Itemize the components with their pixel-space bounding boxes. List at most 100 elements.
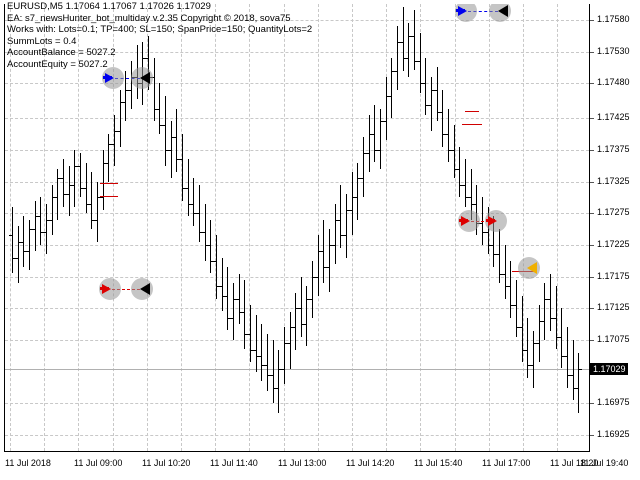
ohlc-open-tick bbox=[253, 349, 256, 351]
ohlc-bar bbox=[239, 273, 240, 325]
ohlc-open-tick bbox=[162, 124, 165, 126]
ohlc-bar bbox=[414, 10, 415, 71]
ohlc-close-tick bbox=[551, 317, 554, 319]
ohlc-bar bbox=[74, 149, 75, 207]
ohlc-open-tick bbox=[422, 83, 425, 85]
ohlc-bar bbox=[573, 340, 574, 401]
ohlc-open-tick bbox=[337, 219, 340, 221]
vertical-gridline bbox=[455, 4, 456, 451]
ohlc-bar bbox=[442, 89, 443, 147]
arrow-left-icon bbox=[140, 283, 150, 295]
ohlc-open-tick bbox=[66, 194, 69, 196]
price-scale[interactable]: 1.17580 1.17530 1.17480 1.17425 1.17375 1.173… bbox=[590, 0, 640, 480]
ohlc-open-tick bbox=[451, 149, 454, 151]
ohlc-open-tick bbox=[445, 134, 448, 135]
price-tick bbox=[590, 435, 594, 437]
ohlc-close-tick bbox=[268, 374, 271, 376]
axis-bottom-border bbox=[4, 451, 590, 452]
time-tick-label: 11 Jul 11:40 bbox=[210, 458, 258, 468]
ohlc-bar bbox=[182, 134, 183, 201]
ohlc-open-tick bbox=[88, 203, 91, 205]
horizontal-gridline bbox=[5, 403, 589, 405]
ohlc-open-tick bbox=[371, 134, 374, 135]
ohlc-bar bbox=[488, 206, 489, 255]
ohlc-close-tick bbox=[483, 232, 486, 234]
ohlc-open-tick bbox=[456, 168, 459, 170]
ohlc-close-tick bbox=[228, 317, 231, 319]
chart-plot-area[interactable] bbox=[5, 4, 589, 451]
vertical-gridline bbox=[181, 4, 182, 451]
ohlc-bar bbox=[63, 159, 64, 207]
chart-info-header: EURUSD,M5 1.17064 1.17067 1.17026 1.1702… bbox=[7, 1, 312, 71]
ohlc-close-tick bbox=[81, 187, 84, 189]
ohlc-close-tick bbox=[341, 235, 344, 237]
ohlc-close-tick bbox=[443, 134, 446, 135]
ohlc-bar bbox=[120, 89, 121, 147]
ohlc-bar bbox=[476, 184, 477, 236]
time-scale[interactable]: 11 Jul 2018 11 Jul 09:00 11 Jul 10:20 11 Ju… bbox=[0, 455, 640, 480]
ohlc-open-tick bbox=[213, 260, 216, 262]
ohlc-bar bbox=[159, 83, 160, 134]
ohlc-open-tick bbox=[202, 232, 205, 234]
ohlc-bar bbox=[369, 115, 370, 173]
ohlc-bar bbox=[346, 194, 347, 258]
price-tick bbox=[590, 213, 594, 215]
ohlc-bar bbox=[578, 352, 579, 413]
ohlc-bar bbox=[403, 7, 404, 71]
ohlc-close-tick bbox=[568, 374, 571, 376]
ohlc-open-tick bbox=[236, 298, 239, 300]
vertical-gridline bbox=[386, 4, 387, 451]
ohlc-open-tick bbox=[411, 35, 414, 37]
account-equity-line: AccountEquity = 5027.2 bbox=[7, 58, 108, 70]
ohlc-open-tick bbox=[241, 311, 244, 313]
ohlc-close-tick bbox=[449, 149, 452, 151]
ohlc-close-tick bbox=[58, 178, 61, 180]
ohlc-bar bbox=[256, 314, 257, 372]
ohlc-bar bbox=[108, 134, 109, 182]
ohlc-open-tick bbox=[258, 355, 261, 357]
ohlc-bar bbox=[23, 216, 24, 268]
ohlc-close-tick bbox=[24, 251, 27, 253]
ohlc-open-tick bbox=[32, 229, 35, 231]
ohlc-open-tick bbox=[298, 308, 301, 310]
arrow-left-icon bbox=[527, 262, 537, 274]
ohlc-open-tick bbox=[536, 343, 539, 345]
ohlc-bar bbox=[244, 279, 245, 350]
trade-connector-line bbox=[115, 78, 140, 79]
ohlc-bar bbox=[527, 317, 528, 379]
ohlc-open-tick bbox=[275, 387, 278, 389]
ohlc-close-tick bbox=[245, 333, 248, 335]
axis-left-border bbox=[4, 4, 5, 452]
ohlc-close-tick bbox=[64, 194, 67, 196]
vertical-gridline bbox=[420, 4, 421, 451]
axis-right-border bbox=[589, 4, 590, 452]
ohlc-bar bbox=[318, 235, 319, 296]
ohlc-close-tick bbox=[358, 178, 361, 180]
vertical-gridline bbox=[44, 4, 45, 451]
price-tick-label: 1.17580 bbox=[597, 13, 630, 24]
ohlc-close-tick bbox=[262, 365, 265, 367]
ohlc-bar bbox=[380, 108, 381, 169]
ohlc-open-tick bbox=[122, 102, 125, 104]
ohlc-bar bbox=[408, 23, 409, 77]
ohlc-bar bbox=[471, 168, 472, 220]
trade-connector-line bbox=[112, 289, 140, 290]
ohlc-close-tick bbox=[324, 267, 327, 269]
ohlc-open-tick bbox=[349, 210, 352, 212]
ohlc-bar bbox=[437, 67, 438, 122]
ohlc-close-tick bbox=[432, 89, 435, 91]
ohlc-bar bbox=[550, 273, 551, 331]
time-tick-label: 11 Jul 10:20 bbox=[142, 458, 191, 468]
ohlc-bar bbox=[261, 324, 262, 382]
ohlc-open-tick bbox=[264, 365, 267, 367]
ohlc-bar bbox=[284, 327, 285, 385]
ohlc-bar bbox=[522, 295, 523, 363]
ohlc-close-tick bbox=[500, 273, 503, 275]
ohlc-bar bbox=[250, 305, 251, 363]
vertical-gridline bbox=[318, 4, 319, 451]
ohlc-open-tick bbox=[366, 153, 369, 154]
ohlc-close-tick bbox=[183, 187, 186, 189]
time-tick-label: 11 Jul 15:40 bbox=[414, 458, 463, 468]
horizontal-gridline bbox=[5, 118, 589, 120]
price-tick bbox=[590, 19, 594, 21]
